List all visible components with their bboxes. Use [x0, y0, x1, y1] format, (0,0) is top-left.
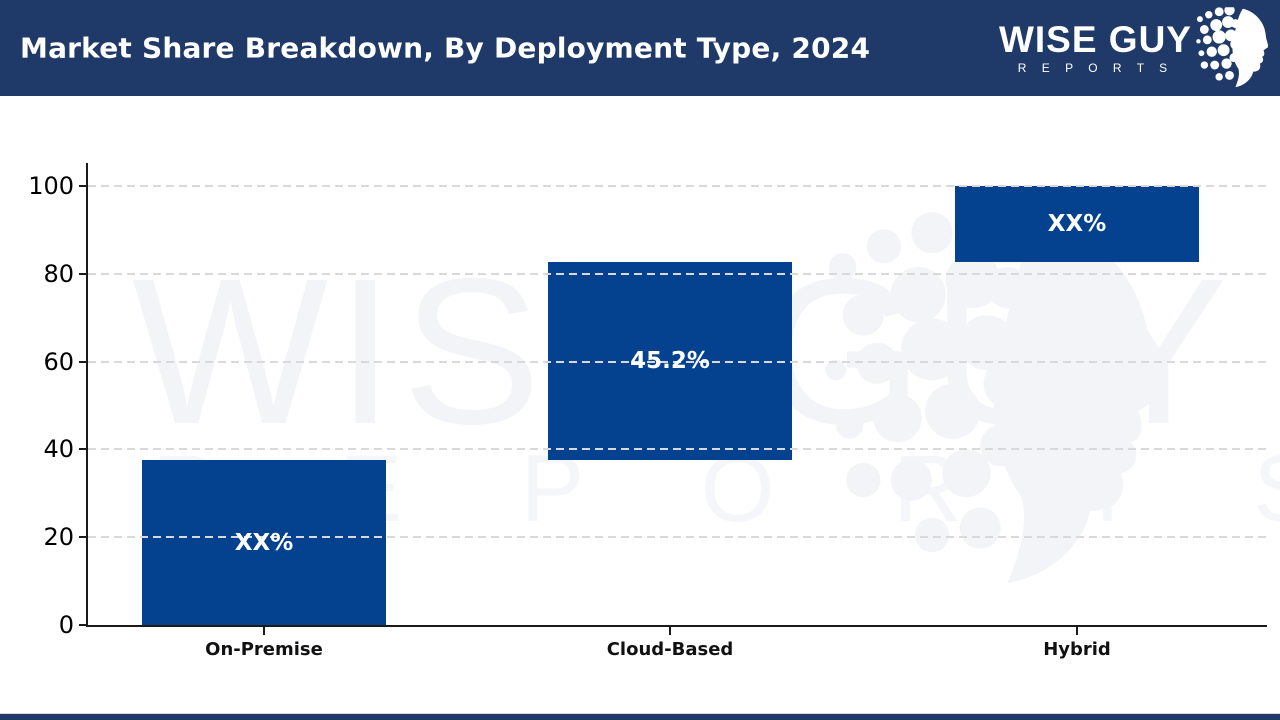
- header: Market Share Breakdown, By Deployment Ty…: [0, 0, 1280, 96]
- bottom-hairline: [0, 713, 1280, 714]
- brand-subtitle: R E P O R T S: [1017, 61, 1174, 75]
- y-tick-mark: [79, 185, 88, 187]
- y-axis-line: [86, 163, 88, 627]
- footer-brand-strip: [0, 714, 1280, 720]
- watermark-head-icon: [812, 212, 1162, 590]
- y-tick-mark: [79, 272, 88, 275]
- x-category-label-cloud-based: Cloud-Based: [606, 639, 734, 660]
- y-tick-label: 0: [58, 611, 74, 639]
- gridline-60: [88, 360, 1266, 363]
- y-tick-label: 20: [43, 523, 74, 552]
- chart-title: Market Share Breakdown, By Deployment Ty…: [20, 31, 871, 65]
- bar-value-label: XX%: [1047, 210, 1107, 237]
- y-tick-label: 60: [43, 347, 74, 376]
- y-tick-mark: [79, 360, 88, 363]
- dotted-head-logo-icon: [1194, 6, 1268, 90]
- bar-value-label: 45.2%: [630, 348, 710, 375]
- y-tick-mark: [79, 448, 88, 451]
- gridline-80: [88, 272, 1266, 275]
- x-category-label-hybrid: Hybrid: [1043, 639, 1111, 660]
- x-tick-mark: [263, 627, 265, 635]
- bar-on-premise: [142, 460, 386, 625]
- brand-name: WISE GUY: [998, 19, 1192, 60]
- gridline-20: [88, 536, 1266, 539]
- gridline-100: [88, 185, 1266, 187]
- brand-logo: WISE GUY R E P O R T S: [999, 4, 1268, 92]
- x-axis-line: [86, 625, 1267, 627]
- y-tick-label: 100: [28, 172, 74, 200]
- gridline-40: [88, 448, 1266, 451]
- brand-logo-text: WISE GUY R E P O R T S: [999, 21, 1192, 75]
- bar-hybrid: [955, 186, 1199, 262]
- y-tick-mark: [79, 536, 88, 539]
- bar-value-label: XX%: [234, 529, 294, 556]
- y-tick-label: 80: [43, 259, 74, 288]
- x-category-label-on-premise: On-Premise: [205, 639, 323, 660]
- x-tick-mark: [669, 627, 671, 635]
- y-tick-label: 40: [43, 435, 74, 464]
- y-tick-mark: [79, 624, 88, 626]
- x-tick-mark: [1076, 627, 1078, 635]
